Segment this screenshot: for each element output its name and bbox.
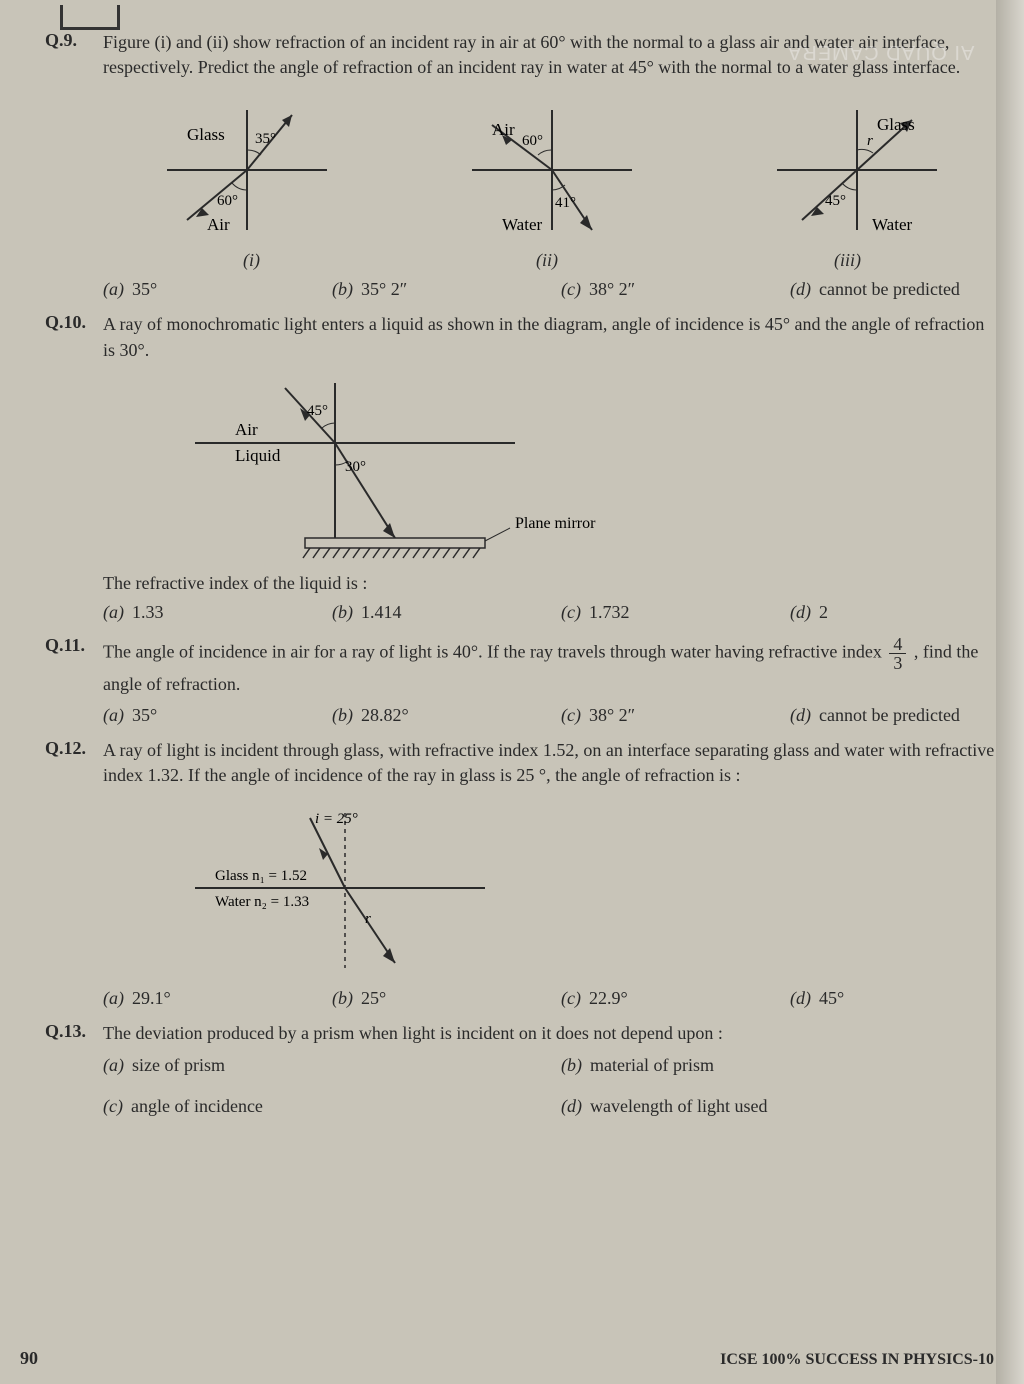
spiral-binding <box>60 5 120 30</box>
q11-options: (a)35° (b)28.82° (c)38° 2″ (d)cannot be … <box>45 705 999 726</box>
q11-text: The angle of incidence in air for a ray … <box>103 635 999 697</box>
q11-option-d: (d)cannot be predicted <box>790 705 999 726</box>
d3-angle-bottom: 45° <box>825 193 846 209</box>
q10-liquid: Liquid <box>235 446 281 465</box>
page-edge <box>996 0 1024 1384</box>
q12-option-d: (d)45° <box>790 988 999 1009</box>
question-13: Q.13. The deviation produced by a prism … <box>45 1021 999 1116</box>
q12-option-b: (b)25° <box>332 988 541 1009</box>
page-number: 90 <box>20 1348 38 1369</box>
q13-text: The deviation produced by a prism when l… <box>103 1021 999 1046</box>
q9-option-b: (b)35° 2″ <box>332 279 541 300</box>
q9-option-d: (d)cannot be predicted <box>790 279 999 300</box>
q12-i-label: i = 25° <box>315 811 358 827</box>
q11-option-c: (c)38° 2″ <box>561 705 770 726</box>
q11-number: Q.11. <box>45 635 93 697</box>
q10-option-d: (d)2 <box>790 602 999 623</box>
d1-label: (i) <box>243 250 260 271</box>
question-12: Q.12. A ray of light is incident through… <box>45 738 999 1009</box>
q13-option-a: (a)size of prism <box>103 1055 541 1076</box>
d2-top: Air <box>492 120 515 139</box>
q9-diagram-1: Glass Air 35° 60° <box>147 95 347 245</box>
q9-option-a: (a)35° <box>103 279 312 300</box>
d3-bottom: Water <box>872 215 912 234</box>
q12-option-c: (c)22.9° <box>561 988 770 1009</box>
q12-diagram: i = 25° Glass n₁ = 1.52 Water n₂ = 1.33 … <box>165 798 999 978</box>
q10-diagram: Air Liquid 45° 30° Plane mirror <box>165 373 999 563</box>
q12-water: Water n₂ = 1.33 <box>215 894 309 910</box>
question-9: Q.9. Figure (i) and (ii) show refraction… <box>45 30 999 300</box>
q13-option-d: (d)wavelength of light used <box>561 1096 999 1117</box>
d1-bottom: Air <box>207 215 230 234</box>
q12-glass: Glass n₁ = 1.52 <box>215 868 307 884</box>
q13-option-b: (b)material of prism <box>561 1055 999 1076</box>
q13-option-c: (c)angle of incidence <box>103 1096 541 1117</box>
d2-bottom: Water <box>502 215 542 234</box>
q12-text: A ray of light is incident through glass… <box>103 738 999 788</box>
d1-angle-top: 35° <box>255 131 276 147</box>
d1-top: Glass <box>187 125 225 144</box>
q10-mirror-label: Plane mirror <box>515 515 596 532</box>
d2-angle-top: 60° <box>522 133 543 149</box>
q10-angle-bottom: 30° <box>345 459 366 475</box>
q9-diagram-row: Glass Air 35° 60° Air Water 60° 41° <box>105 95 999 245</box>
q10-angle-top: 45° <box>307 403 328 419</box>
q10-air: Air <box>235 420 258 439</box>
q10-option-a: (a)1.33 <box>103 602 312 623</box>
q9-options: (a)35° (b)35° 2″ (c)38° 2″ (d)cannot be … <box>45 279 999 300</box>
q13-options: (a)size of prism (b)material of prism (c… <box>45 1055 999 1117</box>
question-11: Q.11. The angle of incidence in air for … <box>45 635 999 726</box>
q10-number: Q.10. <box>45 312 93 362</box>
q13-number: Q.13. <box>45 1021 93 1046</box>
d3-label: (iii) <box>834 250 861 271</box>
q9-option-c: (c)38° 2″ <box>561 279 770 300</box>
watermark: AI QUAD CAMERA <box>787 40 974 63</box>
d3-angle-top: r <box>867 133 873 149</box>
q10-text: A ray of monochromatic light enters a li… <box>103 312 999 362</box>
d3-top: Glass <box>877 115 915 134</box>
q10-option-b: (b)1.414 <box>332 602 541 623</box>
question-10: Q.10. A ray of monochromatic light enter… <box>45 312 999 622</box>
q10-option-c: (c)1.732 <box>561 602 770 623</box>
q11-option-a: (a)35° <box>103 705 312 726</box>
q12-option-a: (a)29.1° <box>103 988 312 1009</box>
footer-text: ICSE 100% SUCCESS IN PHYSICS-10 <box>720 1351 994 1369</box>
q10-options: (a)1.33 (b)1.414 (c)1.732 (d)2 <box>45 602 999 623</box>
q12-number: Q.12. <box>45 738 93 788</box>
q9-number: Q.9. <box>45 30 93 80</box>
q9-diagram-2: Air Water 60° 41° <box>452 95 652 245</box>
d2-label: (ii) <box>536 250 558 271</box>
d2-angle-bottom: 41° <box>555 195 576 211</box>
d1-angle-bottom: 60° <box>217 193 238 209</box>
q9-diagram-3: Glass Water r 45° <box>757 95 957 245</box>
q12-r-label: r <box>365 911 371 927</box>
q10-lead: The refractive index of the liquid is : <box>45 573 999 594</box>
q12-options: (a)29.1° (b)25° (c)22.9° (d)45° <box>45 988 999 1009</box>
q11-option-b: (b)28.82° <box>332 705 541 726</box>
